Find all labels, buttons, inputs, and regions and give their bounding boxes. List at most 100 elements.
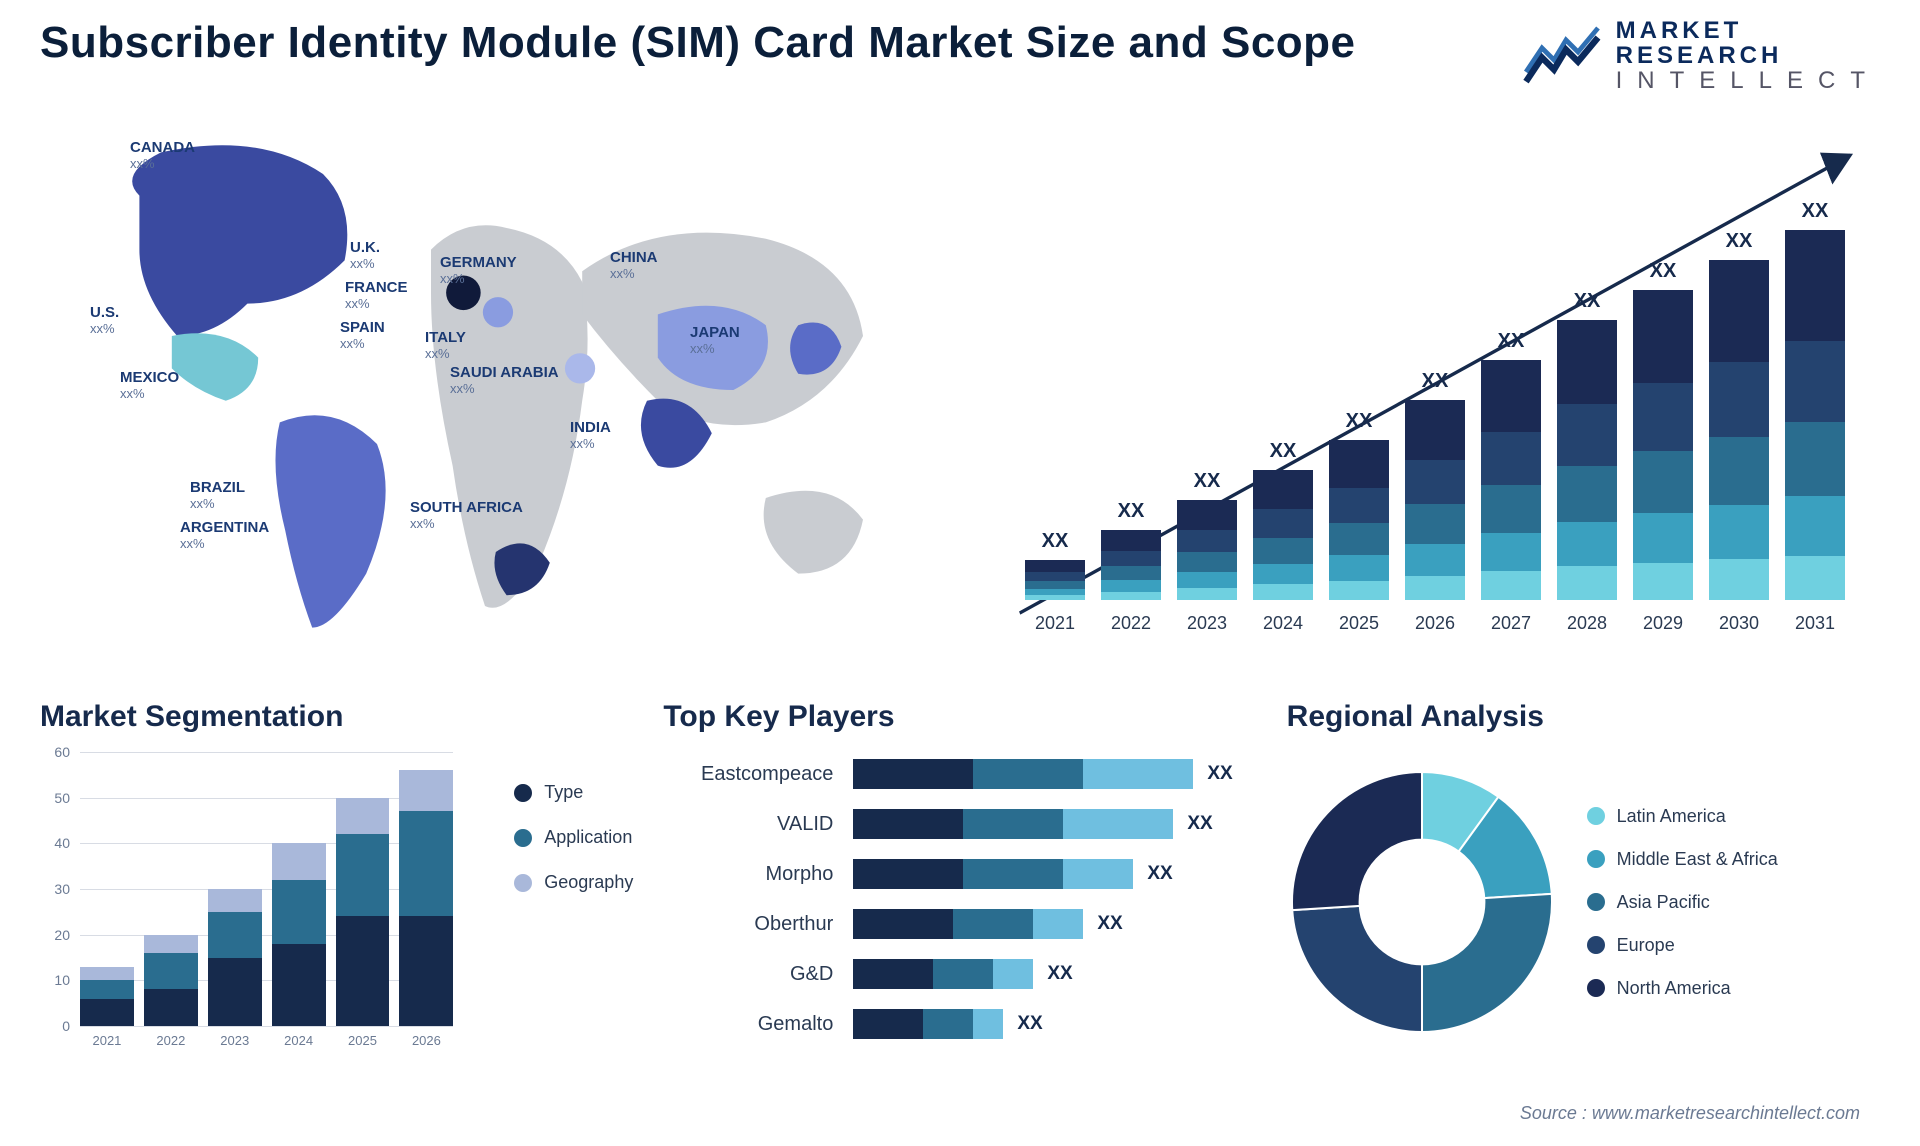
seg-legend-item: Geography (514, 872, 633, 893)
segmentation-legend: Type Application Geography (514, 782, 633, 893)
growth-year-label: 2027 (1481, 613, 1541, 634)
kp-bar (853, 859, 1133, 889)
growth-year-label: 2028 (1557, 613, 1617, 634)
kp-row: Morpho XX (663, 852, 1256, 896)
logo-mark-icon (1522, 24, 1602, 88)
ra-legend-item: Middle East & Africa (1587, 849, 1778, 870)
seg-bar: 2023 (208, 889, 262, 1026)
seg-bar: 2025 (336, 798, 390, 1026)
growth-bar: 2029XX (1633, 290, 1693, 600)
growth-year-label: 2022 (1101, 613, 1161, 634)
map-country-label: SPAINxx% (340, 320, 385, 351)
seg-year-label: 2021 (80, 1033, 134, 1048)
growth-year-label: 2021 (1025, 613, 1085, 634)
growth-bar: 2031XX (1785, 230, 1845, 600)
map-country-label: ITALYxx% (425, 330, 466, 361)
seg-bar: 2022 (144, 935, 198, 1026)
growth-year-label: 2029 (1633, 613, 1693, 634)
header: Subscriber Identity Module (SIM) Card Ma… (40, 18, 1880, 94)
map-country-label: FRANCExx% (345, 280, 408, 311)
growth-value-label: XX (1329, 410, 1389, 433)
growth-bar: 2021XX (1025, 560, 1085, 600)
key-players-chart: EastcompeaceXXVALIDXXMorphoXXOberthurXXG… (663, 752, 1256, 1052)
map-country-label: CHINAxx% (610, 250, 658, 281)
seg-year-label: 2024 (272, 1033, 326, 1048)
growth-bar: 2023XX (1177, 500, 1237, 600)
regional-chart: Latin America Middle East & Africa Asia Pa… (1287, 752, 1880, 1052)
kp-value: XX (1147, 863, 1172, 885)
seg-ytick: 30 (40, 881, 70, 897)
growth-bar: 2025XX (1329, 440, 1389, 600)
seg-bar: 2026 (399, 770, 453, 1026)
logo-text-2: RESEARCH (1616, 43, 1880, 68)
seg-bar: 2021 (80, 967, 134, 1026)
growth-bar: 2027XX (1481, 360, 1541, 600)
growth-year-label: 2031 (1785, 613, 1845, 634)
growth-year-label: 2023 (1177, 613, 1237, 634)
growth-value-label: XX (1633, 260, 1693, 283)
kp-bar (853, 809, 1173, 839)
growth-chart: 2021XX2022XX2023XX2024XX2025XX2026XX2027… (990, 120, 1880, 660)
growth-value-label: XX (1557, 290, 1617, 313)
kp-value: XX (1187, 813, 1212, 835)
key-players-panel: Top Key Players EastcompeaceXXVALIDXXMor… (663, 700, 1256, 1086)
seg-year-label: 2023 (208, 1033, 262, 1048)
seg-ytick: 40 (40, 835, 70, 851)
map-country-label: INDIAxx% (570, 420, 611, 451)
kp-bar (853, 1009, 1003, 1039)
kp-name: Morpho (663, 863, 853, 886)
seg-ytick: 0 (40, 1018, 70, 1034)
segmentation-title: Market Segmentation (40, 700, 633, 734)
kp-name: G&D (663, 963, 853, 986)
growth-bar: 2022XX (1101, 530, 1161, 600)
key-players-title: Top Key Players (663, 700, 1256, 734)
lower-row: Market Segmentation 20212022202320242025… (40, 700, 1880, 1086)
map-country-label: MEXICOxx% (120, 370, 179, 401)
growth-value-label: XX (1253, 440, 1313, 463)
seg-year-label: 2022 (144, 1033, 198, 1048)
world-map-panel: CANADAxx%U.S.xx%MEXICOxx%BRAZILxx%ARGENT… (40, 120, 930, 660)
growth-year-label: 2026 (1405, 613, 1465, 634)
growth-bar: 2024XX (1253, 470, 1313, 600)
kp-value: XX (1207, 763, 1232, 785)
kp-row: Oberthur XX (663, 902, 1256, 946)
ra-legend-item: Latin America (1587, 806, 1778, 827)
source-attribution: Source : www.marketresearchintellect.com (1520, 1103, 1860, 1124)
seg-year-label: 2025 (336, 1033, 390, 1048)
kp-bar (853, 909, 1083, 939)
ra-legend-item: Asia Pacific (1587, 892, 1778, 913)
seg-ytick: 20 (40, 927, 70, 943)
kp-bar (853, 959, 1033, 989)
seg-legend-item: Application (514, 827, 633, 848)
ra-legend-item: Europe (1587, 935, 1778, 956)
growth-value-label: XX (1785, 200, 1845, 223)
growth-value-label: XX (1025, 530, 1085, 553)
seg-legend-item: Type (514, 782, 633, 803)
kp-value: XX (1047, 963, 1072, 985)
logo-text-3: INTELLECT (1616, 68, 1880, 93)
map-country-label: BRAZILxx% (190, 480, 245, 511)
growth-bar: 2028XX (1557, 320, 1617, 600)
kp-row: VALID XX (663, 802, 1256, 846)
map-country-label: CANADAxx% (130, 140, 195, 171)
regional-legend: Latin America Middle East & Africa Asia Pa… (1587, 806, 1778, 999)
growth-year-label: 2025 (1329, 613, 1389, 634)
kp-name: VALID (663, 813, 853, 836)
growth-year-label: 2024 (1253, 613, 1313, 634)
growth-bar: 2026XX (1405, 400, 1465, 600)
kp-row: G&D XX (663, 952, 1256, 996)
kp-value: XX (1097, 913, 1122, 935)
kp-name: Oberthur (663, 913, 853, 936)
growth-value-label: XX (1177, 470, 1237, 493)
seg-ytick: 60 (40, 744, 70, 760)
growth-bar: 2030XX (1709, 260, 1769, 600)
kp-name: Gemalto (663, 1013, 853, 1036)
map-country-label: U.K.xx% (350, 240, 380, 271)
seg-ytick: 10 (40, 972, 70, 988)
seg-ytick: 50 (40, 790, 70, 806)
map-country-label: JAPANxx% (690, 325, 740, 356)
map-country-label: GERMANYxx% (440, 255, 517, 286)
donut-icon (1287, 767, 1557, 1037)
brand-logo: MARKET RESEARCH INTELLECT (1522, 18, 1880, 94)
map-country-label: SAUDI ARABIAxx% (450, 365, 559, 396)
